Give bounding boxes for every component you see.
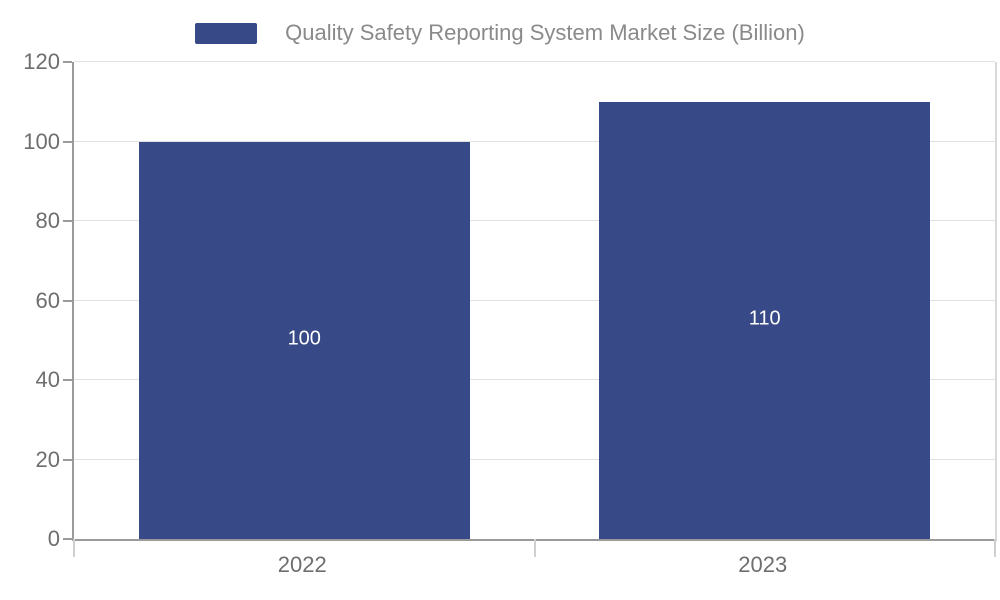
y-axis-label-60: 60 (35, 287, 60, 313)
y-axis-label-20: 20 (35, 446, 60, 472)
bar-2022[interactable]: 100 (138, 141, 470, 539)
legend-label: Quality Safety Reporting System Market S… (285, 20, 805, 45)
y-axis-tick-20 (63, 458, 72, 461)
gridline-y-60 (74, 299, 995, 301)
y-axis-label-0: 0 (47, 526, 60, 551)
gridline-y-100 (74, 140, 995, 142)
y-axis-labels: 0 20 40 60 80 100 120 (0, 49, 60, 551)
y-axis-tick-120 (63, 61, 72, 63)
x-axis-label-2022: 2022 (277, 552, 327, 577)
y-axis-label-40: 40 (35, 367, 60, 392)
bar-2023[interactable]: 110 (599, 101, 931, 539)
bar-value-label-2022: 100 (287, 327, 321, 350)
y-axis-label-100: 100 (23, 128, 60, 154)
y-axis-tick-100 (63, 140, 72, 143)
x-axis-tick-1 (533, 539, 536, 557)
bar-value-label-2023: 110 (748, 307, 781, 330)
y-axis-tick-0 (63, 538, 72, 540)
y-axis-tick-80 (63, 220, 72, 222)
legend[interactable]: Quality Safety Reporting System Market S… (0, 16, 1000, 50)
legend-swatch (195, 22, 258, 44)
y-axis-label-120: 120 (23, 49, 60, 74)
y-axis-label-80: 80 (35, 208, 60, 233)
gridline-y-20 (74, 458, 995, 460)
gridline-y-80 (74, 220, 995, 221)
x-axis-tick-2 (994, 539, 996, 557)
x-axis-tick-0 (73, 539, 75, 557)
y-axis-tick-40 (63, 379, 72, 381)
x-axis-label-2023: 2023 (738, 552, 788, 577)
plot-area: 100 110 (63, 61, 997, 557)
gridline-y-40 (74, 379, 995, 380)
gridline-y-120 (74, 61, 995, 62)
y-axis-tick-60 (63, 299, 72, 302)
